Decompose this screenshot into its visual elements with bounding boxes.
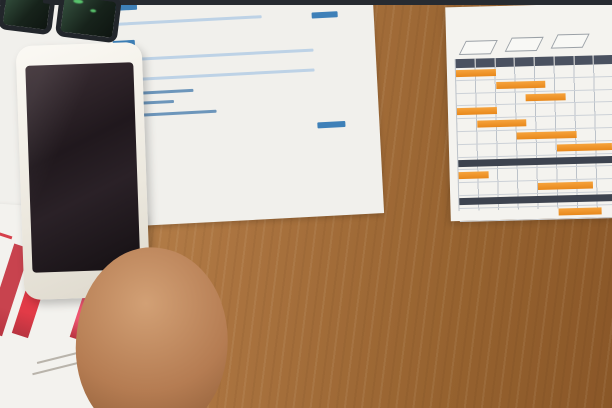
gantt-bar	[458, 171, 489, 180]
eyeglasses-lens	[0, 0, 57, 36]
gantt-band	[458, 155, 612, 168]
gantt-header-cell	[593, 54, 612, 65]
red-bar-label	[0, 232, 13, 239]
gantt-bar	[558, 207, 602, 216]
gantt-chart-paper	[445, 2, 612, 222]
gantt-bar	[476, 119, 527, 128]
gantt-sketch-box	[458, 40, 498, 56]
report-table-header	[317, 120, 346, 129]
gantt-sketch-box	[504, 36, 544, 52]
gantt-bar	[537, 181, 594, 191]
eyeglasses-lens	[54, 0, 122, 44]
gantt-sketch-box	[550, 33, 590, 49]
gantt-grid	[454, 54, 612, 222]
report-table-header	[311, 11, 338, 19]
phone-screen	[25, 62, 141, 273]
lens-glint	[90, 8, 97, 13]
gantt-bar	[556, 142, 612, 152]
shelf-edge	[0, 0, 612, 5]
gantt-bar	[495, 80, 546, 89]
gantt-bar	[525, 92, 566, 101]
gantt-bar	[455, 69, 496, 78]
gantt-band	[459, 193, 612, 206]
gantt-bar	[456, 107, 497, 116]
gantt-bar	[516, 130, 577, 140]
